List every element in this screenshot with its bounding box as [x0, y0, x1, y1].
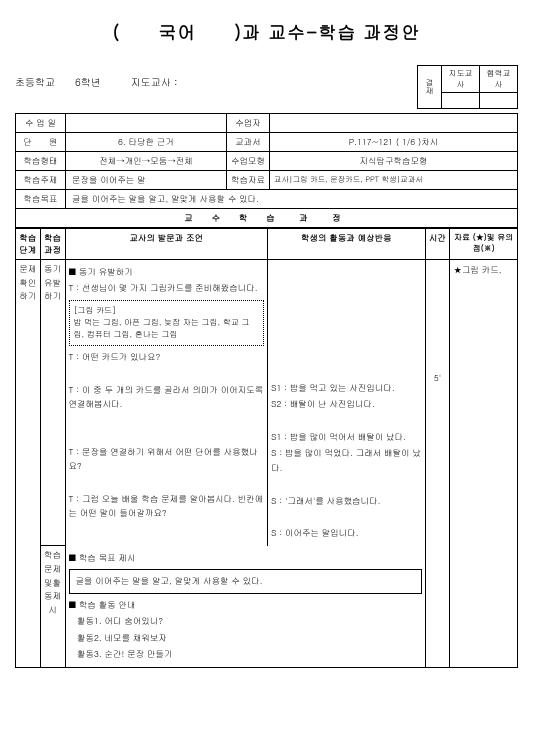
activity-1: 활동1. 어디 숨어있니?	[69, 614, 422, 628]
date-label: 수 업 일	[16, 114, 66, 133]
card-frame: [그림 카드] 밥 먹는 그림, 아픈 그림, 늦잠 자는 그림, 학교 그림,…	[69, 300, 265, 346]
ph-stage: 학습단계	[16, 229, 41, 260]
section-header: 교 수 학 습 과 정	[16, 209, 518, 228]
card-content: 밥 먹는 그림, 아픈 그림, 늦잠 자는 그림, 학교 그림, 컴퓨터 그림,…	[74, 317, 260, 341]
unit-label: 단 원	[16, 133, 66, 152]
goal-value: 글을 이어주는 말을 알고, 알맞게 사용할 수 있다.	[66, 190, 518, 209]
activity-2: 활동2. 네모를 채워보자	[69, 631, 422, 645]
goal-box: 글을 이어주는 말을 알고, 알맞게 사용할 수 있다.	[69, 569, 422, 593]
materials-value: 교사|그림 카드, 문장카드, PPT 학생|교과서	[269, 171, 517, 190]
ph-time: 시간	[425, 229, 450, 260]
material-cell-2	[450, 546, 518, 667]
school-info: 초등학교 6학년 지도교사 :	[15, 65, 417, 89]
ph-material: 자료 (★)및 유의점(※)	[450, 229, 518, 260]
model-value: 지식탐구학습모형	[269, 152, 517, 171]
proc-cell-2: 학습문제및활동제시	[40, 546, 65, 667]
proc-cell-1: 동기유발하기	[40, 260, 65, 546]
time-cell: 5'	[425, 260, 450, 546]
process-table: 학습단계 학습과정 교사의 발문과 조언 학생의 활동과 예상반응 시간 자료 …	[15, 228, 518, 668]
proc-text-2: 학습문제및활동제시	[44, 549, 61, 615]
date-value	[66, 114, 227, 133]
material-cell: ★그림 카드,	[450, 260, 518, 546]
t-line-2: T : 어떤 카드가 있나요?	[69, 350, 265, 364]
header-table: 수 업 일 수업자 단 원 6. 타당한 근거 교과서 P.117~121 ( …	[15, 113, 518, 228]
ph-student: 학생의 활동과 예상반응	[268, 229, 426, 260]
card-title: [그림 카드]	[74, 305, 260, 317]
stage-text: 문제확인하기	[19, 263, 36, 302]
approval-box: 결재 지도교사 협력교사	[417, 65, 518, 109]
t-line-5: T : 그럼 오늘 배울 학습 문제를 알아봅시다. 빈칸에는 어떤 말이 들어…	[69, 492, 265, 521]
teacher-label: 수업자	[226, 114, 269, 133]
textbook-value: P.117~121 ( 1/6 )차시	[269, 133, 517, 152]
time-value: 5'	[434, 372, 441, 384]
student-content: S1 : 밥을 먹고 있는 사진입니다. S2 : 배탈이 난 사진입니다. S…	[268, 260, 426, 546]
page-title: ( 국어 )과 교수-학습 과정안	[15, 20, 518, 45]
materials-label: 학습자료	[226, 171, 269, 190]
teacher-value	[269, 114, 517, 133]
s-line-5: S : '그래서'를 사용했습니다.	[271, 494, 422, 508]
t-line-4: T : 문장을 연결하기 위해서 어떤 단어를 사용했나요?	[69, 445, 265, 474]
stage-cell: 문제확인하기	[16, 260, 41, 668]
s-line-3: S1 : 밥을 많이 먹어서 배탈이 났다.	[271, 430, 422, 444]
proc-text-1: 동기유발하기	[44, 263, 61, 302]
goal-present-heading: ■ 학습 목표 제시	[69, 551, 422, 565]
textbook-label: 교과서	[226, 133, 269, 152]
motive-heading: ■ 동기 유발하기	[69, 265, 265, 279]
goal-activity-content: ■ 학습 목표 제시 글을 이어주는 말을 알고, 알맞게 사용할 수 있다. …	[65, 546, 425, 667]
topic-label: 학습주제	[16, 171, 66, 190]
model-label: 수업모형	[226, 152, 269, 171]
t-line-3: T : 이 중 두 개의 카드를 골라서 의미가 이어지도록 연결해봅시다.	[69, 383, 265, 412]
unit-value: 6. 타당한 근거	[66, 133, 227, 152]
s-line-6: S : 이어주는 말입니다.	[271, 526, 422, 540]
material-text: ★그림 카드,	[453, 263, 514, 277]
s-line-2: S2 : 배탈이 난 사진입니다.	[271, 397, 422, 411]
ph-proc: 학습과정	[40, 229, 65, 260]
approval-label: 결재	[418, 66, 442, 109]
approval-col1: 지도교사	[442, 66, 480, 93]
s-line-1: S1 : 밥을 먹고 있는 사진입니다.	[271, 381, 422, 395]
s-line-4: S : 밥을 많이 먹었다. 그래서 배탈이 났다.	[271, 446, 422, 475]
approval-sig2	[480, 93, 518, 109]
form-label: 학습형태	[16, 152, 66, 171]
t-line-1: T : 선생님이 몇 가지 그림카드를 준비해왔습니다.	[69, 281, 265, 295]
activity-guide-heading: ■ 학습 활동 안내	[69, 598, 422, 612]
activity-3: 활동3. 순간! 문장 만들기	[69, 647, 422, 661]
subtitle-row: 초등학교 6학년 지도교사 : 결재 지도교사 협력교사	[15, 65, 518, 109]
topic-value: 문장을 이어주는 말	[66, 171, 227, 190]
ph-teacher: 교사의 발문과 조언	[65, 229, 268, 260]
approval-col2: 협력교사	[480, 66, 518, 93]
teacher-content: ■ 동기 유발하기 T : 선생님이 몇 가지 그림카드를 준비해왔습니다. […	[65, 260, 268, 546]
time-cell-2	[425, 546, 450, 667]
approval-sig1	[442, 93, 480, 109]
form-value: 전체→개인→모둠→전체	[66, 152, 227, 171]
goal-label: 학습목표	[16, 190, 66, 209]
